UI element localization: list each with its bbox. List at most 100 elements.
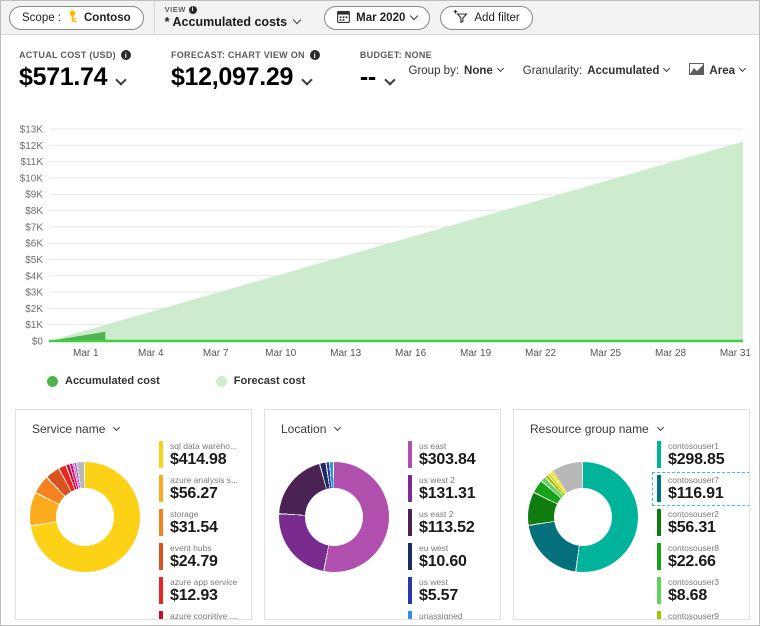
calendar-icon [337,10,350,26]
service-name-dropdown[interactable]: Service name [32,422,119,436]
svg-text:Mar 31: Mar 31 [720,348,752,359]
legend-color-bar [159,543,163,570]
legend-item-forecast-cost[interactable]: Forecast cost [216,375,306,387]
legend-item-contosouser8[interactable]: contosouser8$22.66 [654,542,748,572]
svg-text:$7K: $7K [25,222,43,233]
cost-area-chart[interactable]: $0$1K$2K$3K$4K$5K$6K$7K$8K$9K$10K$11K$12… [1,107,760,369]
toolbar: Scope : Contoso VIEW i * Accumulated cos… [1,1,759,35]
svg-text:Mar 16: Mar 16 [395,348,427,359]
add-filter-button[interactable]: Add filter [440,6,532,30]
legend-item-accumulated-cost[interactable]: Accumulated cost [47,375,160,387]
forecast-value[interactable]: $12,097.29 [171,63,320,92]
svg-text:Mar 22: Mar 22 [525,348,557,359]
legend-item-sql-data-wareho[interactable]: sql data wareho...$414.98 [156,440,250,470]
legend-name: unassigned [419,611,462,620]
granularity-control[interactable]: Granularity: Accumulated [523,65,670,77]
legend-item-contosouser7[interactable]: contosouser7$116.91 [654,474,748,504]
legend-value: $303.84 [419,451,475,469]
svg-text:Mar 10: Mar 10 [265,348,297,359]
legend-color-bar [657,611,661,620]
legend-item-us-west[interactable]: us west$5.57 [405,576,499,606]
legend-color-bar [159,577,163,604]
legend-value: $56.31 [668,519,719,537]
location-donut-chart[interactable] [279,462,389,572]
kpi-actual-cost: ACTUAL COST (USD) i $571.74 [19,50,131,92]
chevron-down-icon [663,65,670,72]
legend-color-bar [408,475,412,502]
svg-text:$4K: $4K [25,271,43,282]
svg-text:$5K: $5K [25,255,43,266]
chart-type-control[interactable]: Area [689,63,745,78]
legend-item-us-east[interactable]: us east$303.84 [405,440,499,470]
svg-text:Mar 4: Mar 4 [138,348,164,359]
legend-name: eu west [419,543,467,553]
chevron-down-icon [113,423,120,430]
legend-item-contosouser1[interactable]: contosouser1$298.85 [654,440,748,470]
service-name-donut-chart[interactable] [30,462,140,572]
legend-item-event-hubs[interactable]: event hubs$24.79 [156,542,250,572]
svg-text:$6K: $6K [25,239,43,250]
svg-text:Mar 28: Mar 28 [655,348,687,359]
legend-value: $5.57 [419,587,458,605]
legend-value: $414.98 [170,451,237,469]
cost-management-screen: Scope : Contoso VIEW i * Accumulated cos… [0,0,760,626]
legend-name: contosouser7 [668,475,724,485]
chevron-down-icon [116,74,127,85]
resource-group-donut-chart[interactable] [528,462,638,572]
legend-item-contosouser2[interactable]: contosouser2$56.31 [654,508,748,538]
legend-item-us-east-2[interactable]: us east 2$113.52 [405,508,499,538]
chevron-down-icon [410,11,418,19]
legend-item-contosouser9[interactable]: contosouser9 [654,610,748,620]
legend-value: $24.79 [170,553,218,571]
add-filter-label: Add filter [474,12,519,24]
legend-item-contosouser3[interactable]: contosouser3$8.68 [654,576,748,606]
legend-name: storage [170,509,218,519]
legend-value: $12.93 [170,587,237,605]
svg-text:Mar 13: Mar 13 [330,348,362,359]
view-label: VIEW [165,6,186,15]
legend-name: azure app service [170,577,237,587]
legend-item-azure-cognitive[interactable]: azure cognitive ... [156,610,250,620]
legend-name: us east 2 [419,509,475,519]
svg-text:$12K: $12K [20,141,44,152]
svg-text:$11K: $11K [20,157,43,168]
legend-color-bar [408,611,412,620]
legend-label: Forecast cost [234,375,306,387]
legend-item-azure-analysis-s[interactable]: azure analysis s...$56.27 [156,474,250,504]
legend-item-unassigned[interactable]: unassigned [405,610,499,620]
legend-color-bar [657,577,661,604]
forecast-label: FORECAST: CHART VIEW ON [171,50,305,60]
legend-color-bar [159,441,163,468]
legend-item-azure-app-service[interactable]: azure app service$12.93 [156,576,250,606]
actual-cost-value[interactable]: $571.74 [19,63,131,92]
legend-name: azure analysis s... [170,475,238,485]
legend-value: $113.52 [419,519,475,537]
legend-name: contosouser2 [668,509,719,519]
location-dropdown[interactable]: Location [281,422,340,436]
legend-color-bar [159,475,163,502]
donut-hole [305,488,363,546]
scope-label: Scope : [22,12,61,24]
legend-item-us-west-2[interactable]: us west 2$131.31 [405,474,499,504]
legend-color-bar [408,441,412,468]
date-range-picker[interactable]: Mar 2020 [324,6,430,30]
legend-color-bar [657,509,661,536]
area-chart-icon [689,63,704,78]
legend-color-bar [408,543,412,570]
legend-name: contosouser3 [668,577,719,587]
legend-label: Accumulated cost [65,375,160,387]
date-range-value: Mar 2020 [356,12,405,24]
svg-text:$1K: $1K [25,320,43,331]
legend-item-storage[interactable]: storage$31.54 [156,508,250,538]
legend-item-eu-west[interactable]: eu west$10.60 [405,542,499,572]
actual-cost-label: ACTUAL COST (USD) [19,50,116,60]
legend-color-bar [159,509,163,536]
budget-label: BUDGET: NONE [360,50,432,60]
group-by-control[interactable]: Group by: None [409,65,503,77]
donut-hole [56,488,114,546]
view-picker[interactable]: VIEW i * Accumulated costs [165,6,301,29]
resource-group-dropdown[interactable]: Resource group name [530,422,663,436]
scope-picker[interactable]: Scope : Contoso [9,6,144,30]
legend-color-bar [657,543,661,570]
service-name-legend: sql data wareho...$414.98 azure analysis … [156,440,250,620]
